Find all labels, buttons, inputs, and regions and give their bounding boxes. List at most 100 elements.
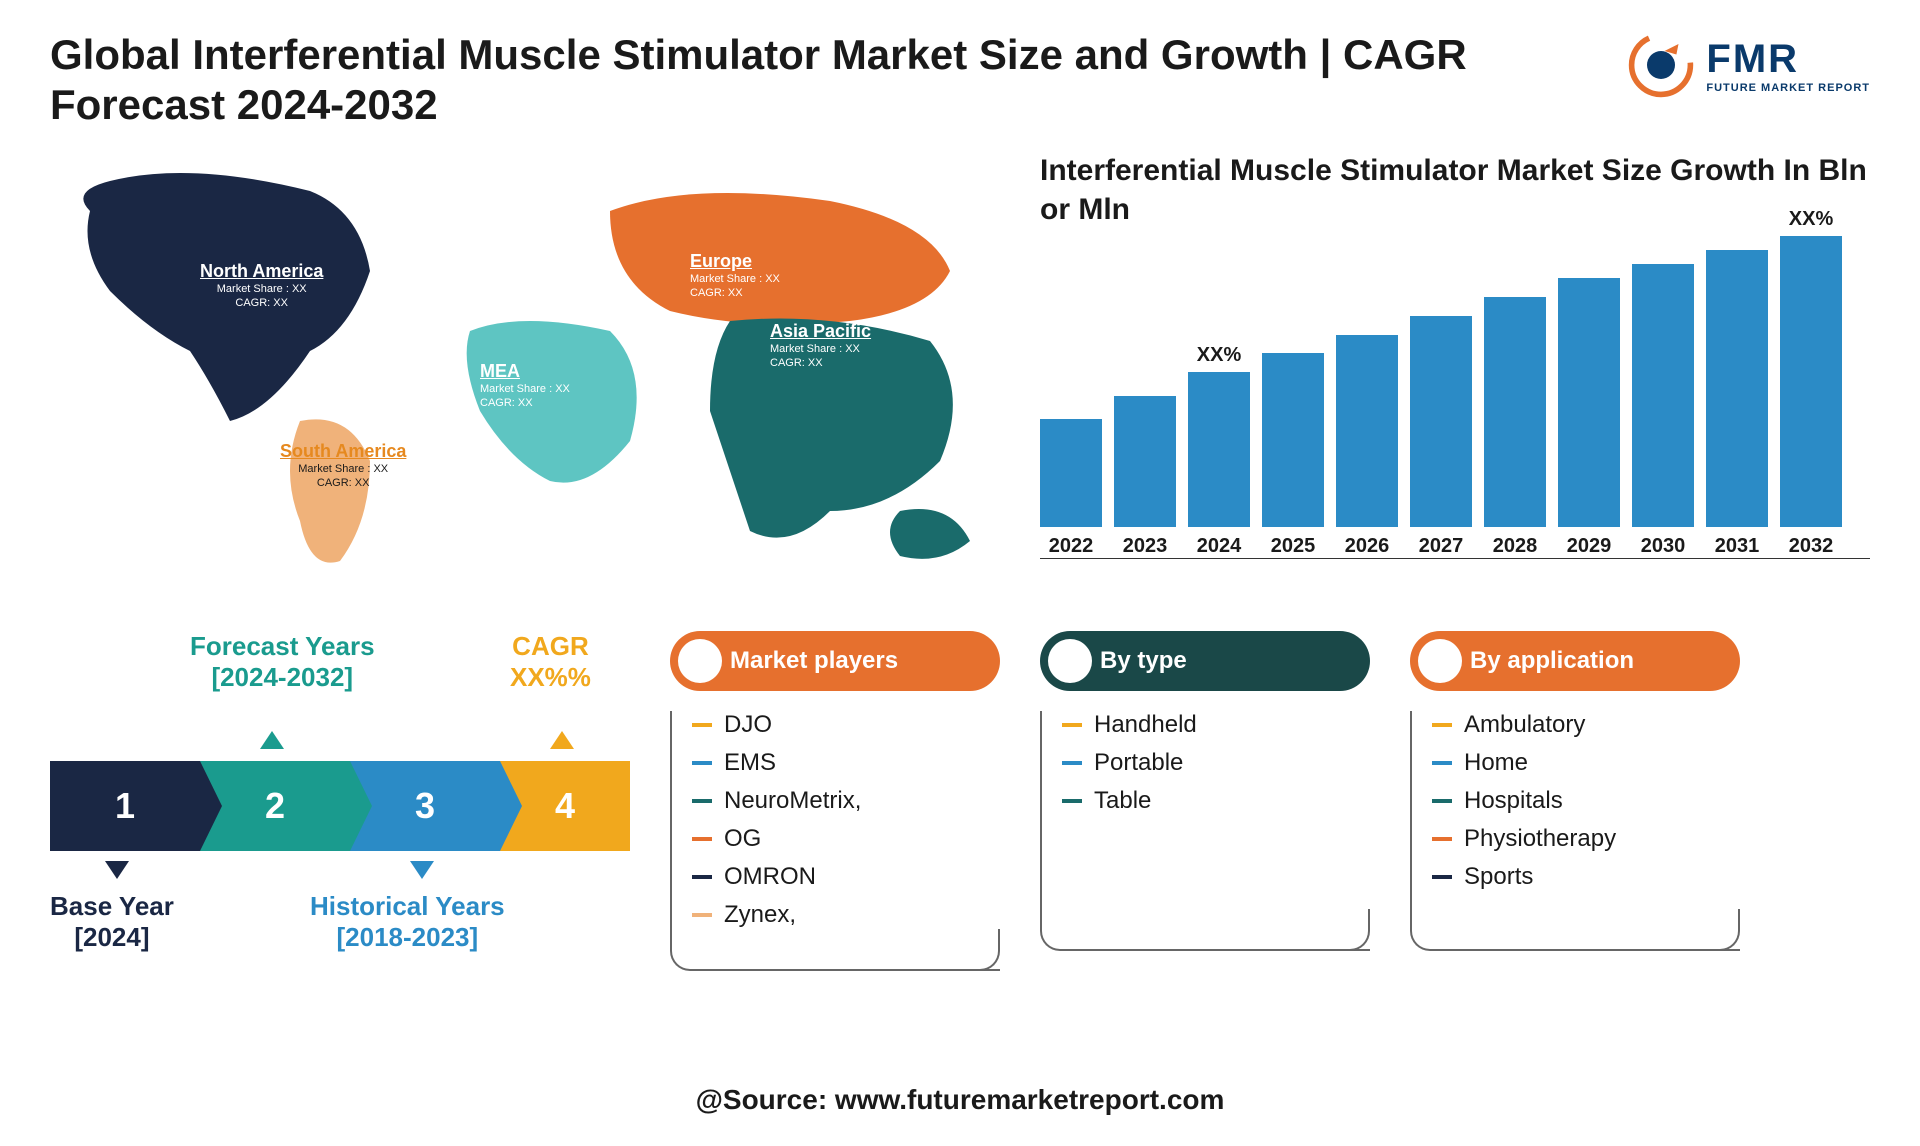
segment-item-label: Home <box>1464 749 1528 777</box>
bar-label: 2029 <box>1567 535 1612 558</box>
bar-label: 2030 <box>1641 535 1686 558</box>
logo-fmr: FMR <box>1706 37 1870 82</box>
bar-label: 2025 <box>1271 535 1316 558</box>
bar-col: XX%2024 <box>1188 372 1250 558</box>
region-mea-cagr: CAGR: XX <box>480 396 570 410</box>
segment-item-label: EMS <box>724 749 776 777</box>
dash-icon <box>692 799 712 803</box>
segment-body: HandheldPortableTable <box>1040 711 1370 951</box>
chart-title: Interferential Muscle Stimulator Market … <box>1040 151 1870 229</box>
dash-icon <box>1062 761 1082 765</box>
bar-col: 2022 <box>1040 419 1102 558</box>
segment-item-label: NeuroMetrix, <box>724 787 861 815</box>
bar-col: 2029 <box>1558 278 1620 557</box>
timeline-block: 2 <box>200 761 350 851</box>
timeline-block: 1 <box>50 761 200 851</box>
dash-icon <box>1432 837 1452 841</box>
bars-container: 20222023XX%20242025202620272028202920302… <box>1040 239 1870 559</box>
bar-label: 2032 <box>1789 535 1834 558</box>
upper-section: North America Market Share : XX CAGR: XX… <box>50 151 1870 571</box>
bar-col: 2031 <box>1706 250 1768 558</box>
dash-icon <box>692 875 712 879</box>
region-na-share: Market Share : XX <box>200 282 323 296</box>
segment-item: OG <box>692 825 1000 853</box>
segment-item-label: Ambulatory <box>1464 711 1585 739</box>
segments-container: Market players DJO EMS NeuroMetrix, OG OMRON… <box>670 631 1870 971</box>
bar-annotation: XX% <box>1197 344 1241 367</box>
dash-icon <box>1432 761 1452 765</box>
bar-col: 2027 <box>1410 316 1472 558</box>
dash-icon <box>1432 799 1452 803</box>
europe-shape <box>610 193 950 324</box>
world-map: North America Market Share : XX CAGR: XX… <box>50 151 1000 571</box>
segment-body: Ambulatory Home Hospitals Physiotherapy Spor… <box>1410 711 1740 951</box>
segment-item: Table <box>1062 787 1370 815</box>
bar-col: 2026 <box>1336 335 1398 558</box>
region-ap-name: Asia Pacific <box>770 321 871 342</box>
segment-item: Portable <box>1062 749 1370 777</box>
dash-icon <box>1432 875 1452 879</box>
region-mea: MEA Market Share : XX CAGR: XX <box>480 361 570 411</box>
region-mea-share: Market Share : XX <box>480 382 570 396</box>
segment-item: Physiotherapy <box>1432 825 1740 853</box>
bar <box>1780 236 1842 527</box>
segment-header: Market players <box>670 631 1000 691</box>
bar-col: 2025 <box>1262 353 1324 557</box>
dash-icon <box>692 723 712 727</box>
tl-hist-text: Historical Years <box>310 891 505 922</box>
region-eu-name: Europe <box>690 251 780 272</box>
bar-label: 2024 <box>1197 535 1242 558</box>
bar <box>1706 250 1768 527</box>
timeline-base-label: Base Year [2024] <box>50 891 174 953</box>
bar-col: 2030 <box>1632 264 1694 558</box>
dash-icon <box>692 913 712 917</box>
bar-label: 2026 <box>1345 535 1390 558</box>
lower-section: Forecast Years [2024-2032] CAGR XX%% 123… <box>50 631 1870 991</box>
region-mea-name: MEA <box>480 361 570 382</box>
segment-item-label: OG <box>724 825 761 853</box>
region-ap-share: Market Share : XX <box>770 342 871 356</box>
tl-base-range: [2024] <box>50 922 174 953</box>
logo-subtitle: FUTURE MARKET REPORT <box>1706 82 1870 94</box>
segment-title: By type <box>1100 647 1187 675</box>
dash-icon <box>1432 723 1452 727</box>
bar <box>1188 372 1250 527</box>
segment-item-label: Zynex, <box>724 901 796 929</box>
segment-item-label: DJO <box>724 711 772 739</box>
timeline-historical-label: Historical Years [2018-2023] <box>310 891 505 953</box>
source-attribution: @Source: www.futuremarketreport.com <box>696 1084 1225 1116</box>
segment-item: DJO <box>692 711 1000 739</box>
bar-label: 2028 <box>1493 535 1538 558</box>
segment-item-label: Hospitals <box>1464 787 1563 815</box>
segment-column: By application AmbulatoryHomeHospitalsPh… <box>1410 631 1740 971</box>
bar <box>1484 297 1546 527</box>
segment-column: By type HandheldPortableTable <box>1040 631 1370 971</box>
dash-icon <box>1062 723 1082 727</box>
region-ap-cagr: CAGR: XX <box>770 356 871 370</box>
segment-item-label: Portable <box>1094 749 1183 777</box>
timeline-block: 3 <box>350 761 500 851</box>
region-europe: Europe Market Share : XX CAGR: XX <box>690 251 780 301</box>
segment-header: By type <box>1040 631 1370 691</box>
page-title: Global Interferential Muscle Stimulator … <box>50 30 1500 131</box>
segment-item-label: OMRON <box>724 863 816 891</box>
bar-label: 2023 <box>1123 535 1168 558</box>
tl-forecast-range: [2024-2032] <box>190 662 375 693</box>
dash-icon <box>692 761 712 765</box>
region-sa-name: South America <box>280 441 406 462</box>
region-na-name: North America <box>200 261 323 282</box>
region-sa-share: Market Share : XX <box>280 462 406 476</box>
segment-item: Sports <box>1432 863 1740 891</box>
arrow-cagr-icon <box>550 731 574 749</box>
arrow-hist-icon <box>410 861 434 879</box>
bar-col: XX%2032 <box>1780 236 1842 558</box>
segment-item: NeuroMetrix, <box>692 787 1000 815</box>
segment-item: Hospitals <box>1432 787 1740 815</box>
tl-cagr-value: XX%% <box>510 662 591 693</box>
bar <box>1262 353 1324 526</box>
bar-label: 2022 <box>1049 535 1094 558</box>
bar-label: 2031 <box>1715 535 1760 558</box>
timeline-blocks: 1234 <box>50 761 630 851</box>
arrow-base-icon <box>105 861 129 879</box>
region-north-america: North America Market Share : XX CAGR: XX <box>200 261 323 311</box>
